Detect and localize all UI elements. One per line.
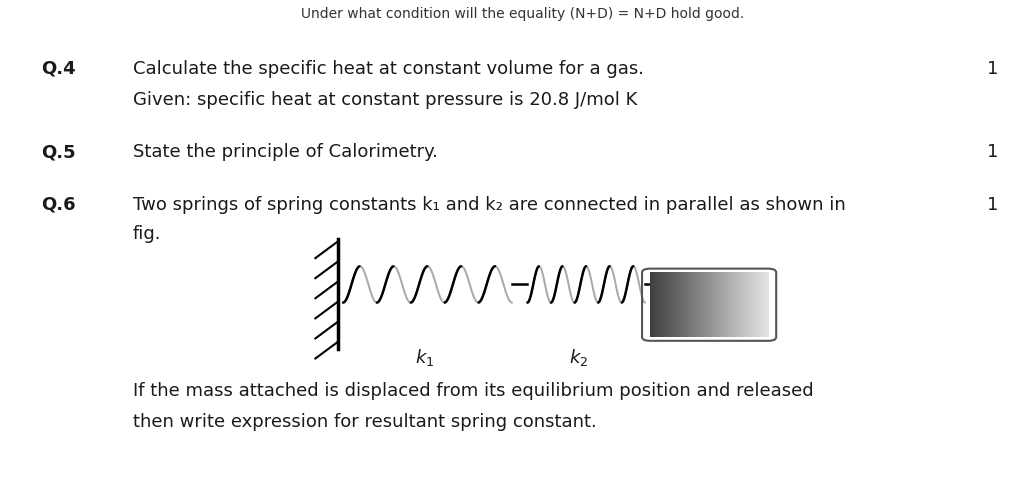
Bar [687,272,689,337]
Text: Q.6: Q.6 [41,196,76,214]
Bar [684,272,686,337]
Bar [731,272,733,337]
Bar [651,272,654,337]
Bar [650,272,652,337]
Bar [720,272,722,337]
Bar [662,272,665,337]
Bar [654,272,657,337]
Bar [671,272,674,337]
Bar [740,272,742,337]
Bar [756,272,759,337]
Text: 1: 1 [987,143,998,162]
Bar [693,272,695,337]
Bar [765,272,768,337]
Bar [735,272,738,337]
Bar [727,272,729,337]
Bar [694,272,697,337]
Text: If the mass attached is displaced from its equilibrium position and released: If the mass attached is displaced from i… [133,382,814,401]
Text: Calculate the specific heat at constant volume for a gas.: Calculate the specific heat at constant … [133,60,644,78]
Bar [668,272,671,337]
Bar [718,272,721,337]
Bar [688,272,691,337]
Bar [657,272,660,337]
Bar [722,272,725,337]
Bar [761,272,763,337]
Bar [717,272,719,337]
Bar [677,272,679,337]
Bar [701,272,705,337]
Bar [686,272,688,337]
Bar [711,272,713,337]
Bar [703,272,706,337]
Bar [748,272,750,337]
Bar [667,272,669,337]
Text: Given: specific heat at constant pressure is 20.8 J/mol K: Given: specific heat at constant pressur… [133,91,638,109]
Bar [737,272,739,337]
Bar [749,272,752,337]
Bar [708,272,711,337]
Bar [767,272,769,337]
Bar [712,272,715,337]
Bar [721,272,723,337]
Bar [660,272,664,337]
Bar [745,272,749,337]
Bar [696,272,698,337]
Text: fig.: fig. [133,225,162,243]
Text: then write expression for resultant spring constant.: then write expression for resultant spri… [133,413,597,432]
Bar [673,272,675,337]
Bar [733,272,735,337]
Bar [691,272,694,337]
Text: 1: 1 [987,60,998,78]
Text: 1: 1 [987,196,998,214]
Text: Q.5: Q.5 [41,143,76,162]
Bar [752,272,755,337]
Bar [683,272,685,337]
Bar [751,272,753,337]
Bar [743,272,745,337]
Bar [698,272,701,337]
Text: Under what condition will the equality (N+D) = N+D hold good.: Under what condition will the equality (… [280,7,744,21]
Bar [653,272,655,337]
Bar [754,272,756,337]
Bar [734,272,736,337]
Bar [738,272,741,337]
Bar [728,272,731,337]
Bar [755,272,758,337]
Bar [690,272,692,337]
Bar [764,272,766,337]
Bar [664,272,666,337]
Bar [659,272,662,337]
Bar [705,272,708,337]
Bar [759,272,762,337]
Bar [709,272,712,337]
Bar [674,272,676,337]
Bar [730,272,732,337]
Bar [670,272,672,337]
Bar [678,272,681,337]
Bar [665,272,668,337]
Bar [725,272,728,337]
Bar [656,272,658,337]
Bar [744,272,746,337]
Bar [714,272,716,337]
Bar [741,272,744,337]
Bar [724,272,726,337]
Bar [707,272,709,337]
Text: Q.4: Q.4 [41,60,76,78]
Text: $k_1$: $k_1$ [416,347,434,368]
Text: $k_2$: $k_2$ [569,347,588,368]
Bar [700,272,702,337]
Bar [758,272,760,337]
Text: State the principle of Calorimetry.: State the principle of Calorimetry. [133,143,438,162]
Bar [715,272,718,337]
Bar [680,272,682,337]
Bar [762,272,765,337]
Text: Two springs of spring constants k₁ and k₂ are connected in parallel as shown in: Two springs of spring constants k₁ and k… [133,196,846,214]
Bar [697,272,699,337]
Bar [681,272,684,337]
Bar [675,272,678,337]
